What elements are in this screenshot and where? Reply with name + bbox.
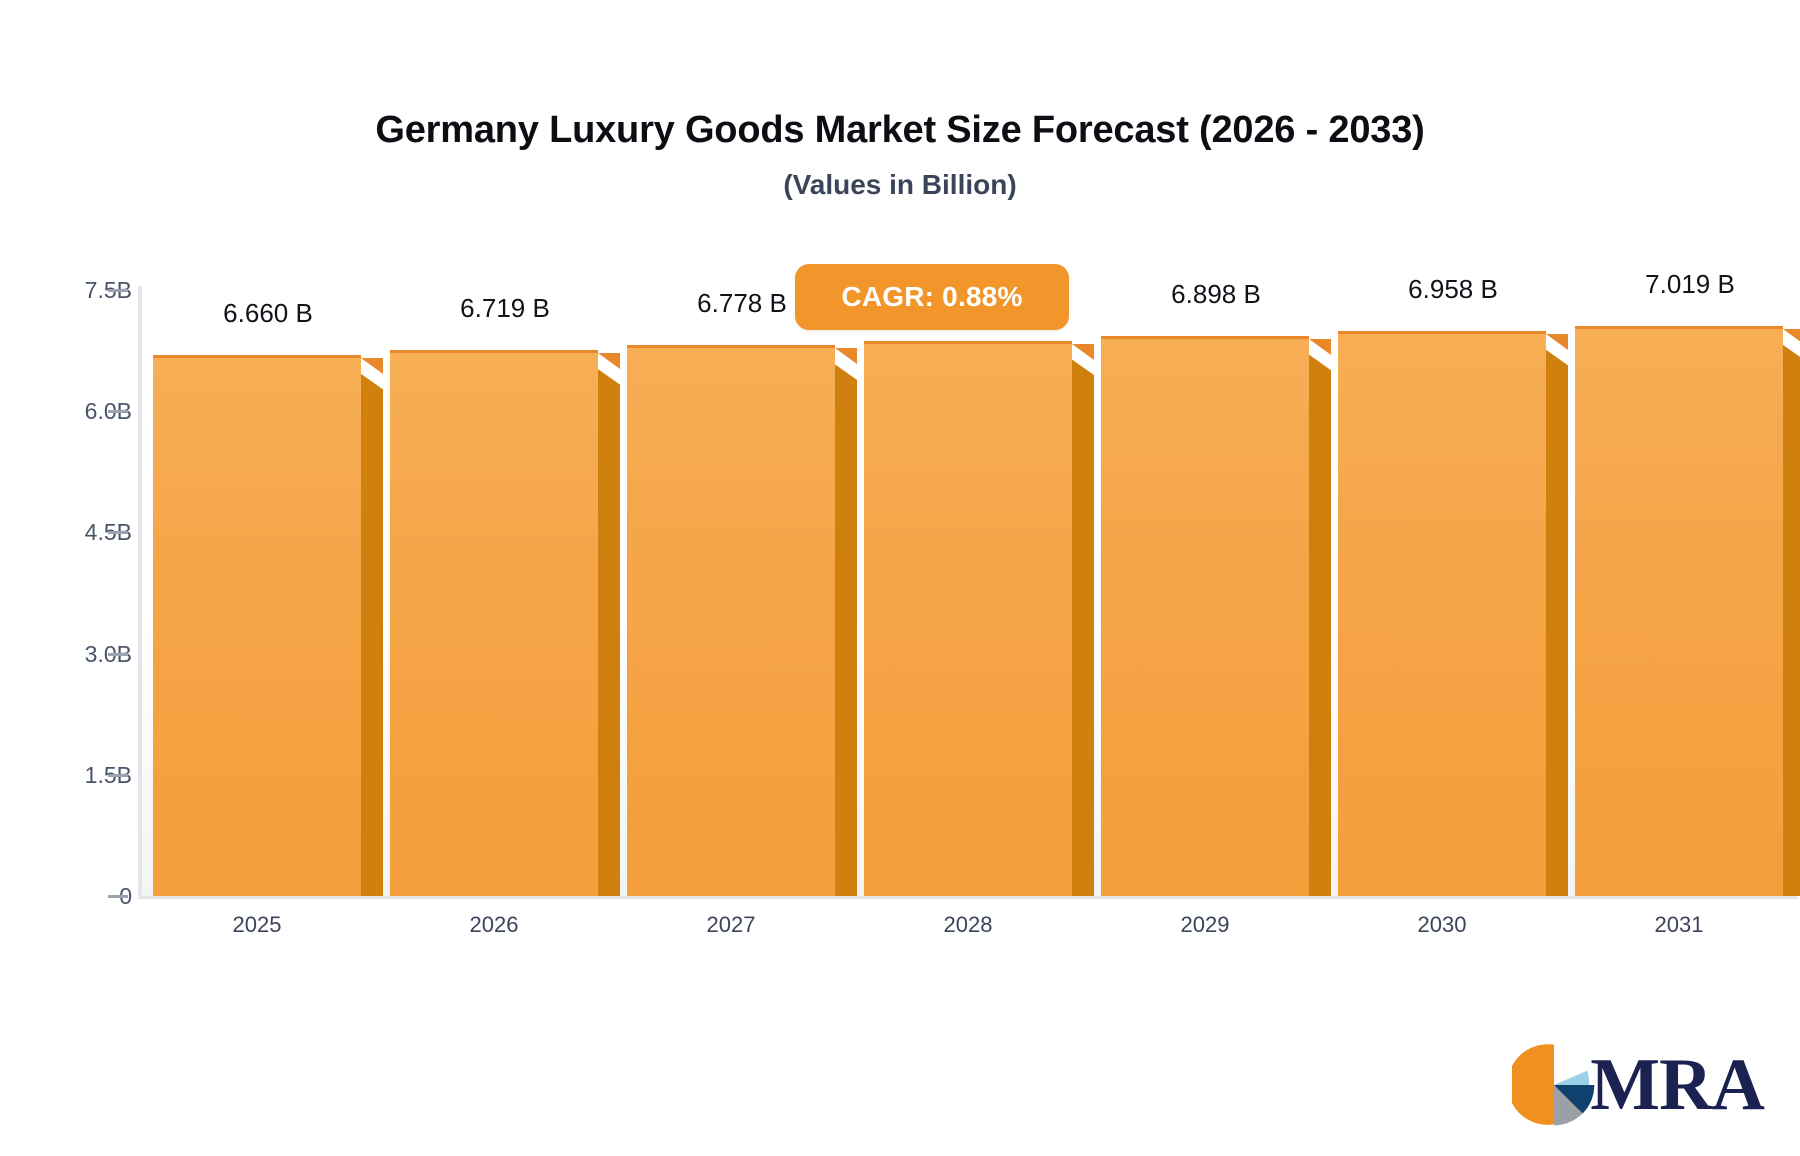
bar[interactable]	[390, 350, 620, 896]
bar-top-bevel	[361, 357, 383, 374]
bar-front-face	[864, 340, 1072, 896]
y-axis-line	[138, 286, 142, 898]
bar-top-bevel	[1783, 328, 1800, 345]
bar-side-face	[1072, 359, 1094, 896]
bar-value-label: 6.778 B	[697, 288, 787, 318]
y-axis-tick-mark	[108, 895, 128, 898]
x-axis-label: 2029	[1180, 912, 1230, 937]
brand-logo-text: MRA	[1590, 1044, 1765, 1126]
brand-logo: MRA	[1512, 1042, 1765, 1128]
bar-front-face	[627, 345, 835, 896]
bar-top-bevel	[598, 353, 620, 370]
page-subtitle: (Values in Billion)	[783, 168, 1017, 200]
y-axis-tick-mark	[108, 652, 128, 656]
bar-top-bevel	[1546, 333, 1568, 350]
bar-value-label: 6.958 B	[1408, 274, 1498, 304]
y-axis-tick-mark	[108, 773, 128, 777]
bar[interactable]	[153, 354, 383, 896]
bar-value-label: 6.898 B	[1171, 279, 1261, 309]
bar-top-bevel	[835, 348, 857, 365]
cagr-badge-label: CAGR: 0.88%	[841, 281, 1023, 312]
bar[interactable]	[1575, 325, 1800, 896]
bar-top-bevel	[1072, 343, 1094, 360]
bar-side-face	[361, 373, 383, 896]
x-axis-label: 2028	[943, 912, 993, 937]
bar[interactable]	[864, 340, 1094, 896]
bar-value-label: 6.660 B	[223, 298, 313, 328]
bar-front-face	[1338, 330, 1546, 896]
bar-front-face	[1101, 335, 1309, 896]
x-axis-label: 2030	[1417, 912, 1467, 937]
y-axis-tick-mark	[108, 531, 128, 535]
bar[interactable]	[627, 345, 857, 896]
bar-side-face	[1783, 344, 1800, 896]
x-axis-label: 2031	[1654, 912, 1704, 937]
bar-front-face	[153, 354, 361, 896]
bar[interactable]	[1338, 330, 1568, 896]
pie-chart-logo-icon	[1512, 1043, 1596, 1127]
cagr-badge[interactable]: CAGR: 0.88%	[795, 264, 1069, 330]
bar-top-bevel	[1309, 338, 1331, 355]
bar-front-face	[1575, 325, 1783, 896]
bar-value-label: 6.719 B	[460, 293, 550, 323]
bar-side-face	[1546, 349, 1568, 896]
page-title: Germany Luxury Goods Market Size Forecas…	[375, 109, 1425, 151]
x-axis-label: 2027	[706, 912, 756, 937]
bar-side-face	[835, 364, 857, 896]
x-axis-line	[138, 896, 1798, 899]
x-axis-label: 2025	[232, 912, 282, 937]
bar[interactable]	[1101, 335, 1331, 896]
x-axis-label: 2026	[469, 912, 519, 937]
y-axis-tick-mark	[108, 410, 128, 414]
title-block: Germany Luxury Goods Market Size Forecas…	[0, 108, 1800, 201]
bar-side-face	[1309, 354, 1331, 896]
bar-front-face	[390, 350, 598, 896]
bar-value-label: 7.019 B	[1645, 269, 1735, 299]
y-axis-tick-mark	[108, 289, 128, 292]
bar-side-face	[598, 369, 620, 896]
